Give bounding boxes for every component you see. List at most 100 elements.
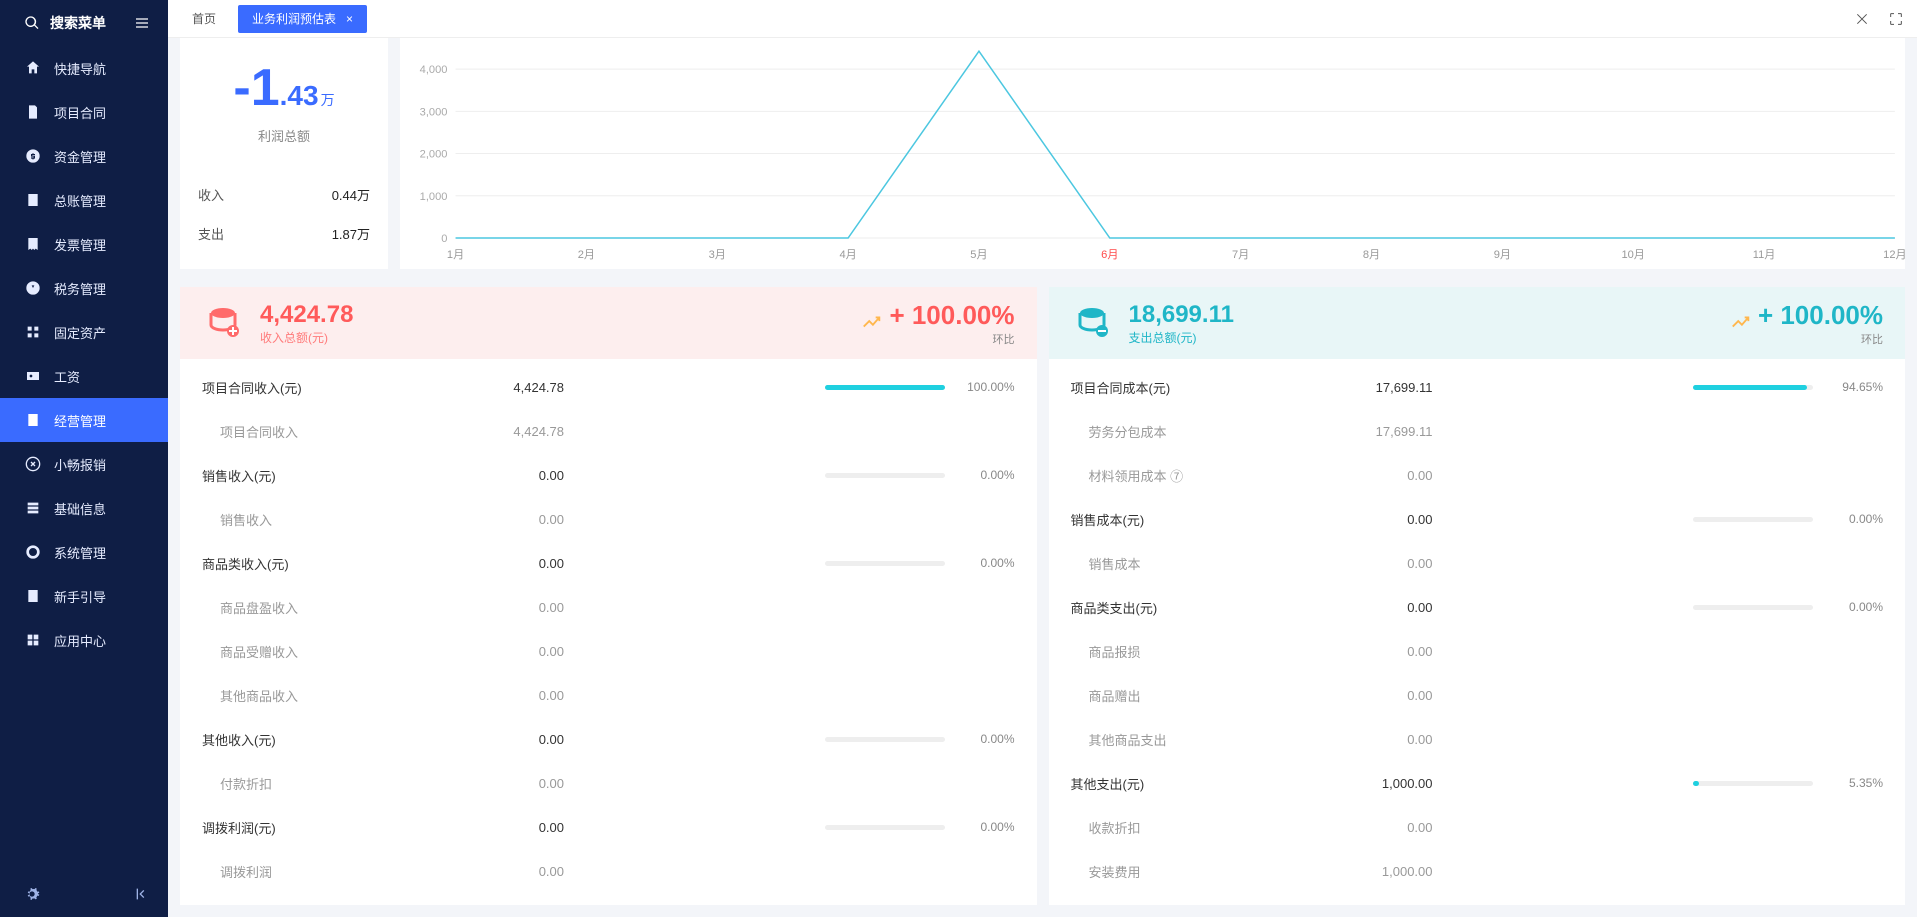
bar-track xyxy=(825,737,945,742)
invoice-icon xyxy=(24,235,42,253)
detail-row: 商品盘盈收入0.00 xyxy=(202,585,1015,629)
row-label: 商品盘盈收入 xyxy=(202,598,434,617)
profit-unit: 万 xyxy=(321,92,335,108)
row-label: 商品类支出(元) xyxy=(1071,598,1303,617)
income-rows: 项目合同收入(元)4,424.78100.00%项目合同收入4,424.78销售… xyxy=(180,359,1037,905)
svg-text:7月: 7月 xyxy=(1232,249,1249,261)
row-value: 0.00 xyxy=(1303,820,1433,835)
sidebar-item-system[interactable]: 系统管理 xyxy=(0,530,168,574)
row-label: 调拨利润 xyxy=(202,862,434,881)
fullscreen-icon[interactable] xyxy=(1885,8,1907,30)
svg-text:2月: 2月 xyxy=(578,249,595,261)
income-panel-head: 4,424.78 收入总额(元) + 100.00% 环比 xyxy=(180,287,1037,359)
sidebar-search[interactable]: 搜索菜单 xyxy=(0,0,168,46)
bar-pct: 0.00% xyxy=(953,556,1015,570)
row-value: 0.00 xyxy=(434,556,564,571)
row-value: 0.00 xyxy=(1303,732,1433,747)
row-value: 0.00 xyxy=(1303,600,1433,615)
row-value: 0.00 xyxy=(434,644,564,659)
sidebar-footer xyxy=(0,873,168,917)
main: 首页 业务利润预估表 × -1.43万 利润总额 收入0.44万支出1.87万 xyxy=(168,0,1917,917)
detail-row: 商品类支出(元)0.00 0.00% xyxy=(1071,585,1884,629)
sidebar-item-invoice[interactable]: 发票管理 xyxy=(0,222,168,266)
row-value: 4,424.78 xyxy=(434,380,564,395)
bar-pct: 5.35% xyxy=(1821,776,1883,790)
content: -1.43万 利润总额 收入0.44万支出1.87万 01,0002,0003,… xyxy=(168,38,1917,917)
row-value: 0.00 xyxy=(434,512,564,527)
tab-active[interactable]: 业务利润预估表 × xyxy=(238,5,367,33)
sidebar-item-guide[interactable]: 新手引导 xyxy=(0,574,168,618)
close-window-icon[interactable] xyxy=(1851,8,1873,30)
bar-pct: 100.00% xyxy=(953,380,1015,394)
detail-row: 商品赠出0.00 xyxy=(1071,673,1884,717)
svg-text:1月: 1月 xyxy=(447,249,464,261)
svg-text:3,000: 3,000 xyxy=(420,106,448,118)
expense-panel: 18,699.11 支出总额(元) + 100.00% 环比 项目合同成本(元)… xyxy=(1049,287,1906,905)
row-label: 商品赠出 xyxy=(1071,686,1303,705)
row-value: 0.00 xyxy=(434,468,564,483)
row-label: 其他商品收入 xyxy=(202,686,434,705)
svg-text:4月: 4月 xyxy=(839,249,856,261)
detail-row: 商品受赠收入0.00 xyxy=(202,629,1015,673)
svg-text:12月: 12月 xyxy=(1883,249,1905,261)
bar-track xyxy=(825,473,945,478)
svg-text:3月: 3月 xyxy=(709,249,726,261)
profit-label: 利润总额 xyxy=(196,126,372,145)
row-value: 1,000.00 xyxy=(1303,776,1433,791)
sidebar-item-label: 系统管理 xyxy=(54,543,106,562)
sidebar-item-expense[interactable]: 小畅报销 xyxy=(0,442,168,486)
row-label: 项目合同收入(元) xyxy=(202,378,434,397)
base-icon xyxy=(24,499,42,517)
sidebar-item-label: 工资 xyxy=(54,367,80,386)
row-label: 销售成本(元) xyxy=(1071,510,1303,529)
sidebar-item-app[interactable]: 应用中心 xyxy=(0,618,168,662)
sidebar-item-ledger[interactable]: 总账管理 xyxy=(0,178,168,222)
bar-track xyxy=(825,825,945,830)
row-value: 0.00 xyxy=(1303,512,1433,527)
sidebar-item-contract[interactable]: 项目合同 xyxy=(0,90,168,134)
sidebar-item-fund[interactable]: 资金管理 xyxy=(0,134,168,178)
sidebar-item-nav[interactable]: 快捷导航 xyxy=(0,46,168,90)
svg-text:1,000: 1,000 xyxy=(420,191,448,203)
line-chart-card: 01,0002,0003,0004,0001月2月3月4月5月6月7月8月9月1… xyxy=(400,38,1905,269)
sidebar-item-asset[interactable]: 固定资产 xyxy=(0,310,168,354)
sidebar-item-label: 新手引导 xyxy=(54,587,106,606)
detail-row: 销售收入0.00 xyxy=(202,497,1015,541)
detail-row: 项目合同收入(元)4,424.78 100.00% xyxy=(202,365,1015,409)
row-value: 0.00 xyxy=(434,820,564,835)
expense-total: 18,699.11 xyxy=(1129,301,1234,329)
detail-row: 商品报损0.00 xyxy=(1071,629,1884,673)
row-label: 商品报损 xyxy=(1071,642,1303,661)
topbar: 首页 业务利润预估表 × xyxy=(168,0,1917,38)
detail-row: 调拨利润(元)0.000.00% xyxy=(202,805,1015,849)
asset-icon xyxy=(24,323,42,341)
sidebar: 搜索菜单 快捷导航项目合同资金管理总账管理发票管理税务管理固定资产工资经营管理小… xyxy=(0,0,168,917)
row-value: 0.00 xyxy=(434,688,564,703)
system-icon xyxy=(24,543,42,561)
sidebar-item-label: 经营管理 xyxy=(54,411,106,430)
close-icon[interactable]: × xyxy=(346,12,353,26)
collapse-icon[interactable] xyxy=(134,886,150,905)
sidebar-item-tax[interactable]: 税务管理 xyxy=(0,266,168,310)
tab-active-label: 业务利润预估表 xyxy=(252,10,336,27)
expense-icon xyxy=(24,455,42,473)
row-value: 0.00 xyxy=(434,600,564,615)
tab-home[interactable]: 首页 xyxy=(178,5,230,33)
expense-rows: 项目合同成本(元)17,699.1194.65%劳务分包成本17,699.11材… xyxy=(1049,359,1906,905)
trend-up-icon xyxy=(861,311,883,336)
sidebar-item-base[interactable]: 基础信息 xyxy=(0,486,168,530)
sidebar-item-label: 应用中心 xyxy=(54,631,106,650)
sidebar-item-operate[interactable]: 经营管理 xyxy=(0,398,168,442)
gear-icon[interactable] xyxy=(24,886,40,905)
contract-icon xyxy=(24,103,42,121)
sidebar-item-salary[interactable]: 工资 xyxy=(0,354,168,398)
detail-row: 收款折扣0.00 xyxy=(1071,805,1884,849)
row-value: 0.00 xyxy=(434,864,564,879)
row-label: 销售收入(元) xyxy=(202,466,434,485)
expense-trend-value: + 100.00% xyxy=(1758,300,1883,331)
detail-row: 销售成本0.00 xyxy=(1071,541,1884,585)
bar-pct: 0.00% xyxy=(1821,600,1883,614)
income-db-icon xyxy=(202,302,244,344)
ledger-icon xyxy=(24,191,42,209)
row-value: 0.00 xyxy=(1303,468,1433,483)
